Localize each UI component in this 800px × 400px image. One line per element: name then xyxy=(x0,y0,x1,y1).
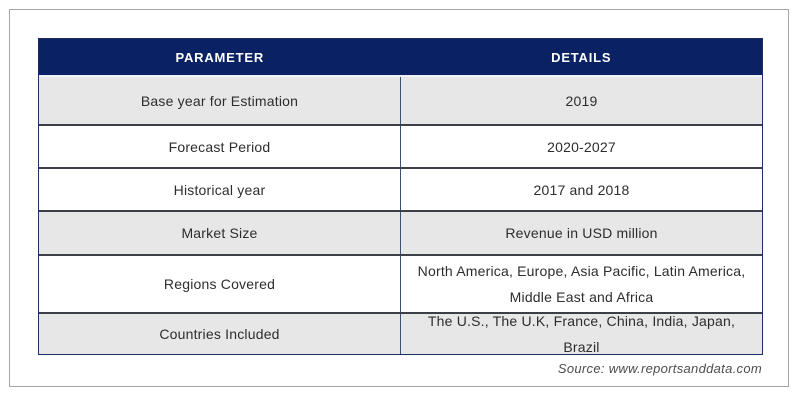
details-cell: The U.S., The U.K, France, China, India,… xyxy=(400,313,762,355)
details-cell: 2017 and 2018 xyxy=(400,169,762,210)
parameter-cell: Regions Covered xyxy=(163,276,276,292)
table-header-row: PARAMETER DETAILS xyxy=(39,39,762,77)
report-scope-table: PARAMETER DETAILS Base year for Estimati… xyxy=(38,38,763,355)
parameter-cell: Market Size xyxy=(181,225,258,241)
parameter-cell: Countries Included xyxy=(159,326,280,342)
table-body: Base year for Estimation 2019 Forecast P… xyxy=(39,77,762,355)
table-row: Base year for Estimation 2019 xyxy=(39,77,762,124)
table-row: Forecast Period 2020-2027 xyxy=(39,124,762,167)
table-row: Countries Included The U.S., The U.K, Fr… xyxy=(39,312,762,355)
table-row: Regions Covered North America, Europe, A… xyxy=(39,254,762,312)
column-header-parameter: PARAMETER xyxy=(175,49,265,65)
parameter-cell: Forecast Period xyxy=(168,138,271,155)
figure-card: PARAMETER DETAILS Base year for Estimati… xyxy=(9,9,789,387)
table-row: Market Size Revenue in USD million xyxy=(39,210,762,254)
column-header-details: DETAILS xyxy=(551,49,612,65)
details-cell: 2020-2027 xyxy=(400,126,762,167)
table-row: Historical year 2017 and 2018 xyxy=(39,167,762,210)
details-cell: 2019 xyxy=(400,77,762,124)
parameter-cell: Base year for Estimation xyxy=(140,92,299,109)
details-cell: North America, Europe, Asia Pacific, Lat… xyxy=(400,256,762,312)
parameter-cell: Historical year xyxy=(173,181,266,198)
details-cell: Revenue in USD million xyxy=(400,212,762,254)
source-attribution: Source: www.reportsanddata.com xyxy=(557,361,762,376)
